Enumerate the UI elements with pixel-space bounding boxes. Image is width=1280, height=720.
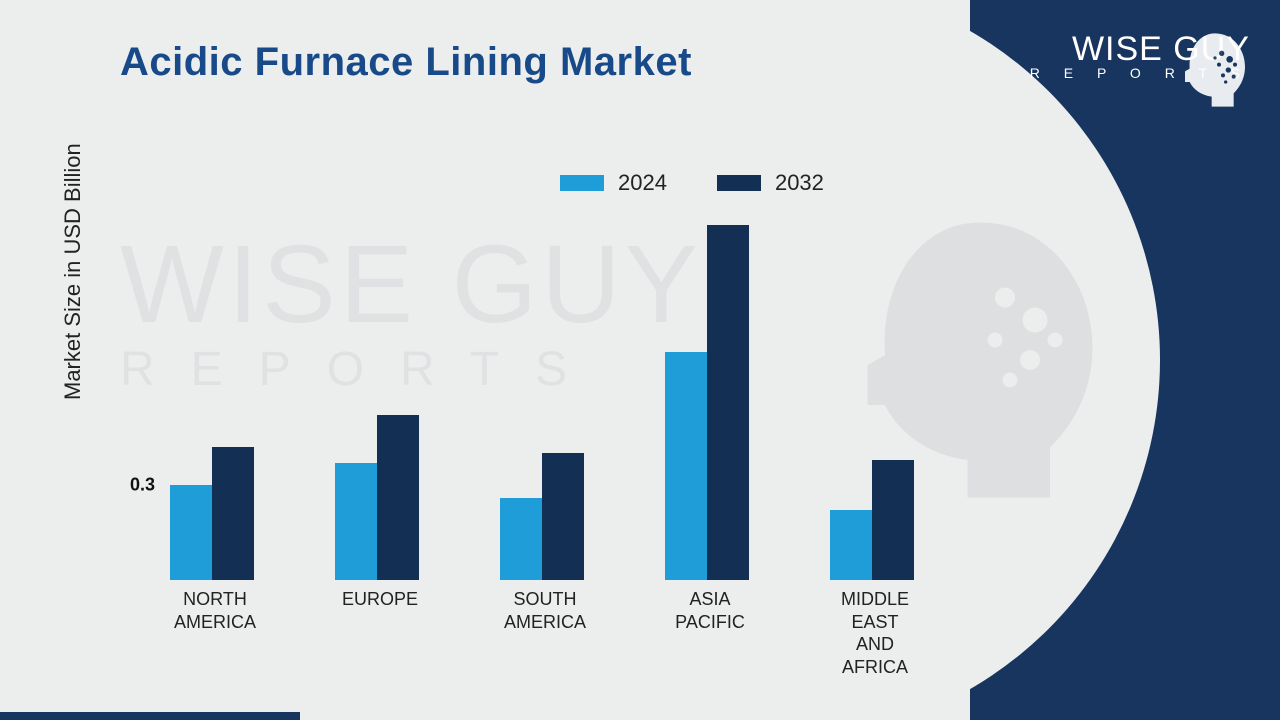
bar: [542, 453, 584, 580]
bar: [872, 460, 914, 580]
bar: [830, 510, 872, 580]
bar: [170, 485, 212, 580]
legend-label-2032: 2032: [775, 170, 824, 196]
chart-canvas: Acidic Furnace Lining Market WISE GUY R …: [0, 0, 1280, 720]
bar: [500, 498, 542, 580]
plot-area: NORTHAMERICAEUROPESOUTHAMERICAASIAPACIFI…: [170, 200, 990, 580]
y-tick-label: 0.3: [130, 475, 155, 496]
legend-swatch-2032: [717, 175, 761, 191]
bar: [665, 352, 707, 580]
legend-item-2024: 2024: [560, 170, 667, 196]
bar: [377, 415, 419, 580]
bar: [335, 463, 377, 580]
chart-area: Market Size in USD Billion 0.3 NORTHAMER…: [90, 200, 990, 680]
x-axis-label: NORTHAMERICA: [145, 588, 285, 633]
head-icon: [1180, 30, 1250, 110]
legend-label-2024: 2024: [618, 170, 667, 196]
x-axis-label: ASIAPACIFIC: [640, 588, 780, 633]
bar: [212, 447, 254, 580]
x-axis-label: SOUTHAMERICA: [475, 588, 615, 633]
bottom-accent-bar: [0, 712, 300, 720]
brand-logo: WISE GUY R E P O R T S: [1030, 30, 1250, 81]
x-axis-label: EUROPE: [310, 588, 450, 611]
chart-title: Acidic Furnace Lining Market: [120, 40, 692, 85]
legend-swatch-2024: [560, 175, 604, 191]
x-axis-label: MIDDLEEASTANDAFRICA: [805, 588, 945, 678]
y-axis-label: Market Size in USD Billion: [60, 143, 86, 400]
legend: 2024 2032: [560, 170, 824, 196]
legend-item-2032: 2032: [717, 170, 824, 196]
bar: [707, 225, 749, 580]
